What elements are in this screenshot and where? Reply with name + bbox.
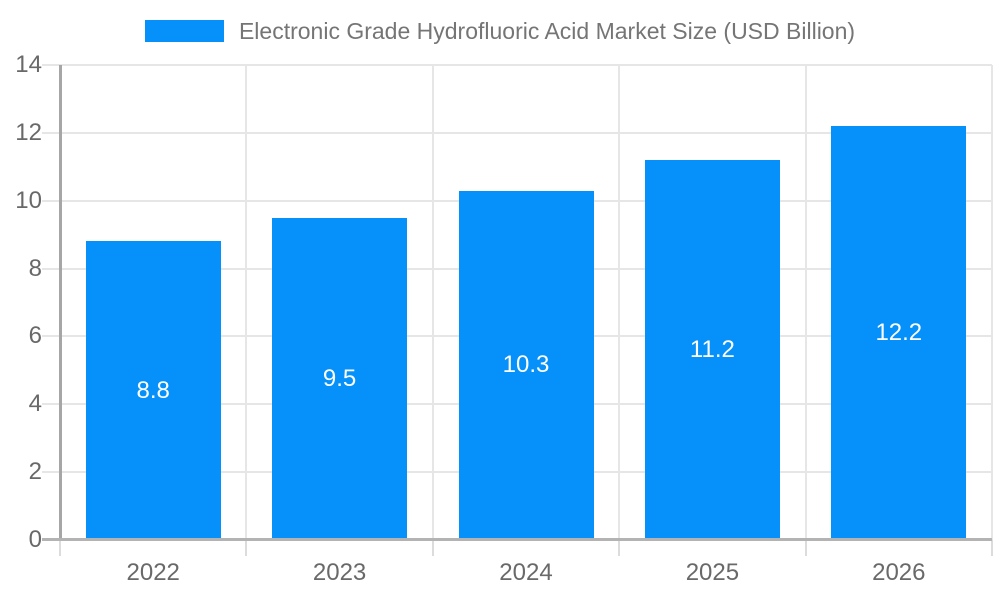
x-axis-tick-3 <box>618 540 621 556</box>
x-tick-label-2023: 2023 <box>312 559 367 586</box>
bar-2026: 12.2 <box>831 126 967 540</box>
x-tick-label-2024: 2024 <box>499 559 553 586</box>
gridline-x-2 <box>431 65 434 540</box>
y-tick-label-4: 4 <box>28 390 42 418</box>
x-tick-label-2022: 2022 <box>126 559 180 586</box>
bar-value-label: 10.3 <box>502 351 550 379</box>
bar-value-label: 11.2 <box>689 336 735 363</box>
gridline-x-4 <box>804 65 807 540</box>
gridline-x-5 <box>991 65 993 540</box>
x-axis-tick-4 <box>804 540 807 556</box>
x-axis-tick-5 <box>991 540 993 556</box>
bar-2025: 11.2 <box>644 160 780 540</box>
x-axis-line <box>42 538 992 541</box>
gridline-x-3 <box>618 65 621 540</box>
bar-2023: 9.5 <box>272 217 408 540</box>
y-tick-label-8: 8 <box>28 254 42 282</box>
x-axis-tick-2 <box>431 540 434 556</box>
gridline-y-12 <box>42 131 992 134</box>
gridline-y-14 <box>42 64 992 66</box>
y-tick-label-2: 2 <box>28 458 42 486</box>
x-axis-tick-0 <box>59 540 61 556</box>
bar-value-label: 12.2 <box>875 319 923 347</box>
bar-value-label: 8.8 <box>136 376 170 404</box>
x-tick-label-2025: 2025 <box>685 559 740 586</box>
x-tick-label-2026: 2026 <box>872 559 926 586</box>
bar-2022: 8.8 <box>85 241 221 540</box>
y-axis-line <box>59 65 62 540</box>
bar-2024: 10.3 <box>458 190 594 540</box>
y-tick-label-6: 6 <box>28 322 42 350</box>
y-tick-label-0: 0 <box>28 526 42 553</box>
bar-value-label: 9.5 <box>322 364 357 392</box>
chart-legend: Electronic Grade Hydrofluoric Acid Marke… <box>0 16 1000 46</box>
gridline-x-1 <box>245 65 248 540</box>
legend-swatch-icon <box>144 20 224 42</box>
y-tick-label-10: 10 <box>15 186 42 214</box>
plot-area: 8.8 9.5 10.3 11.2 12.2 <box>42 64 993 556</box>
y-tick-label-12: 12 <box>15 118 42 146</box>
x-axis-tick-1 <box>245 540 248 556</box>
legend-label: Electronic Grade Hydrofluoric Acid Marke… <box>238 17 856 44</box>
y-tick-label-14: 14 <box>15 51 42 78</box>
